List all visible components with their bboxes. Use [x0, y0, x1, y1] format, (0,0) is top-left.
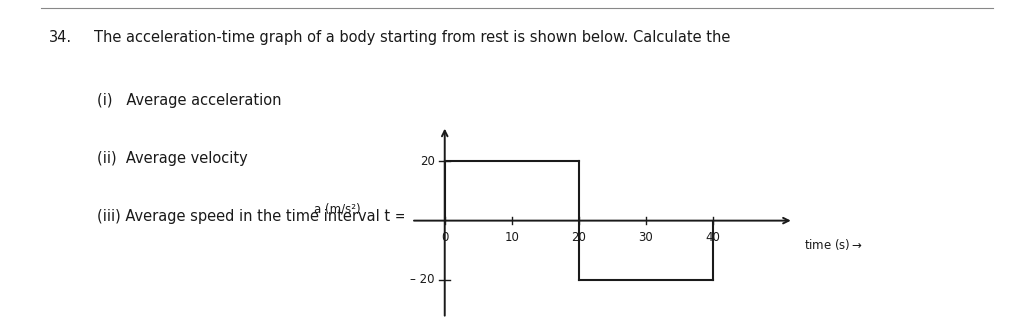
Text: (ii)  Average velocity: (ii) Average velocity	[97, 151, 248, 166]
Text: time (s)$\rightarrow$: time (s)$\rightarrow$	[804, 237, 863, 252]
Text: (i)   Average acceleration: (i) Average acceleration	[97, 93, 282, 108]
Text: 20: 20	[420, 155, 434, 168]
Text: a (m/s²): a (m/s²)	[314, 202, 360, 215]
Text: 30: 30	[639, 231, 653, 244]
Text: 0: 0	[441, 231, 449, 244]
Text: (iii) Average speed in the time interval t = 0 to t = 40 s: (iii) Average speed in the time interval…	[97, 209, 503, 223]
Text: The acceleration-time graph of a body starting from rest is shown below. Calcula: The acceleration-time graph of a body st…	[94, 30, 730, 45]
Text: 10: 10	[505, 231, 519, 244]
Text: 40: 40	[706, 231, 721, 244]
Text: 34.: 34.	[49, 30, 73, 45]
Text: – 20: – 20	[411, 273, 434, 286]
Text: 20: 20	[571, 231, 587, 244]
